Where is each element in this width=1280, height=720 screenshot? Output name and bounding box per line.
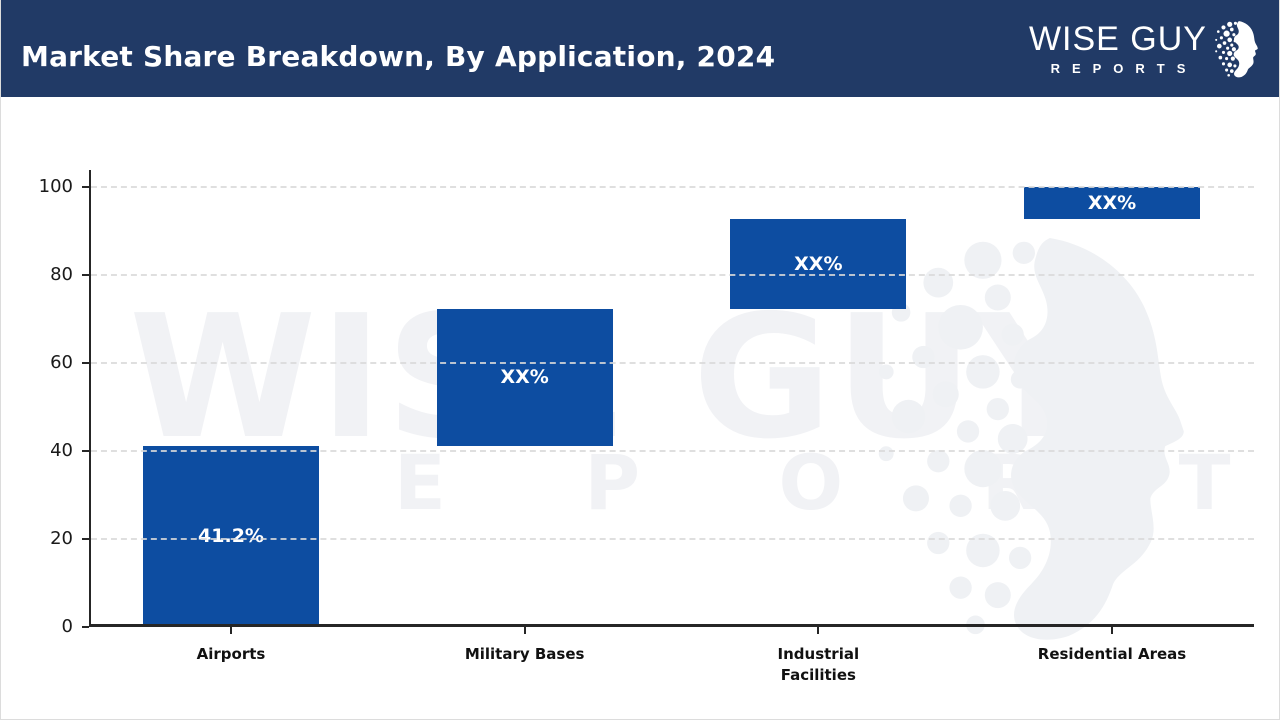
y-tick-mark-80 bbox=[82, 274, 89, 276]
bar-residential-areas: XX% bbox=[1024, 187, 1200, 220]
bar-value-label: 41.2% bbox=[198, 525, 264, 548]
logo-text: WISE GUY REPORTS bbox=[1029, 22, 1207, 76]
chart-title: Market Share Breakdown, By Application, … bbox=[21, 40, 776, 73]
wiseguy-logo: WISE GUY REPORTS bbox=[1029, 11, 1263, 87]
x-category-label: Airports bbox=[196, 645, 266, 663]
x-category-label: Military Bases bbox=[464, 645, 585, 663]
header-bar: Market Share Breakdown, By Application, … bbox=[1, 0, 1279, 97]
gridline-100 bbox=[91, 186, 1254, 188]
y-tick-mark-60 bbox=[82, 362, 89, 364]
watermark-text-line1: WISE GUY bbox=[129, 279, 1103, 477]
y-tick-label-40: 40 bbox=[50, 440, 73, 461]
y-tick-mark-20 bbox=[82, 538, 89, 540]
x-tick-mark-2 bbox=[523, 627, 526, 634]
y-tick-mark-0 bbox=[82, 626, 89, 628]
logo-subtitle: REPORTS bbox=[1050, 60, 1198, 76]
gridline-40 bbox=[91, 450, 1254, 452]
y-tick-mark-40 bbox=[82, 450, 89, 452]
gridline-80 bbox=[91, 274, 1254, 276]
bar-value-label: XX% bbox=[500, 366, 549, 389]
y-tick-mark-100 bbox=[82, 186, 89, 188]
bar-value-label: XX% bbox=[794, 252, 843, 275]
x-axis-line bbox=[89, 624, 1254, 627]
y-tick-label-20: 20 bbox=[50, 528, 73, 549]
y-tick-label-80: 80 bbox=[50, 264, 73, 285]
y-tick-label-0: 0 bbox=[61, 616, 73, 637]
x-tick-mark-3 bbox=[817, 627, 820, 634]
x-tick-mark-1 bbox=[230, 627, 232, 634]
y-tick-label-100: 100 bbox=[38, 176, 73, 197]
y-axis-line bbox=[89, 170, 91, 627]
logo-wordmark: WISE GUY bbox=[1028, 19, 1207, 58]
bar-airports: 41.2% bbox=[143, 445, 319, 627]
plot-area: 41.2% XX% XX% XX% bbox=[89, 170, 1254, 627]
bar-value-label: XX% bbox=[1087, 192, 1137, 215]
gridline-60 bbox=[91, 362, 1254, 364]
bar-military-bases: XX% bbox=[436, 308, 613, 446]
y-tick-label-60: 60 bbox=[50, 352, 73, 373]
chart-area: WISE GUY R E P O R T S 41.2%XX%XX%XX% 02… bbox=[1, 97, 1279, 719]
bar-industrial-facilities: XX% bbox=[730, 219, 907, 309]
logo-face-icon bbox=[1215, 20, 1258, 77]
gridline-20 bbox=[91, 538, 1254, 540]
